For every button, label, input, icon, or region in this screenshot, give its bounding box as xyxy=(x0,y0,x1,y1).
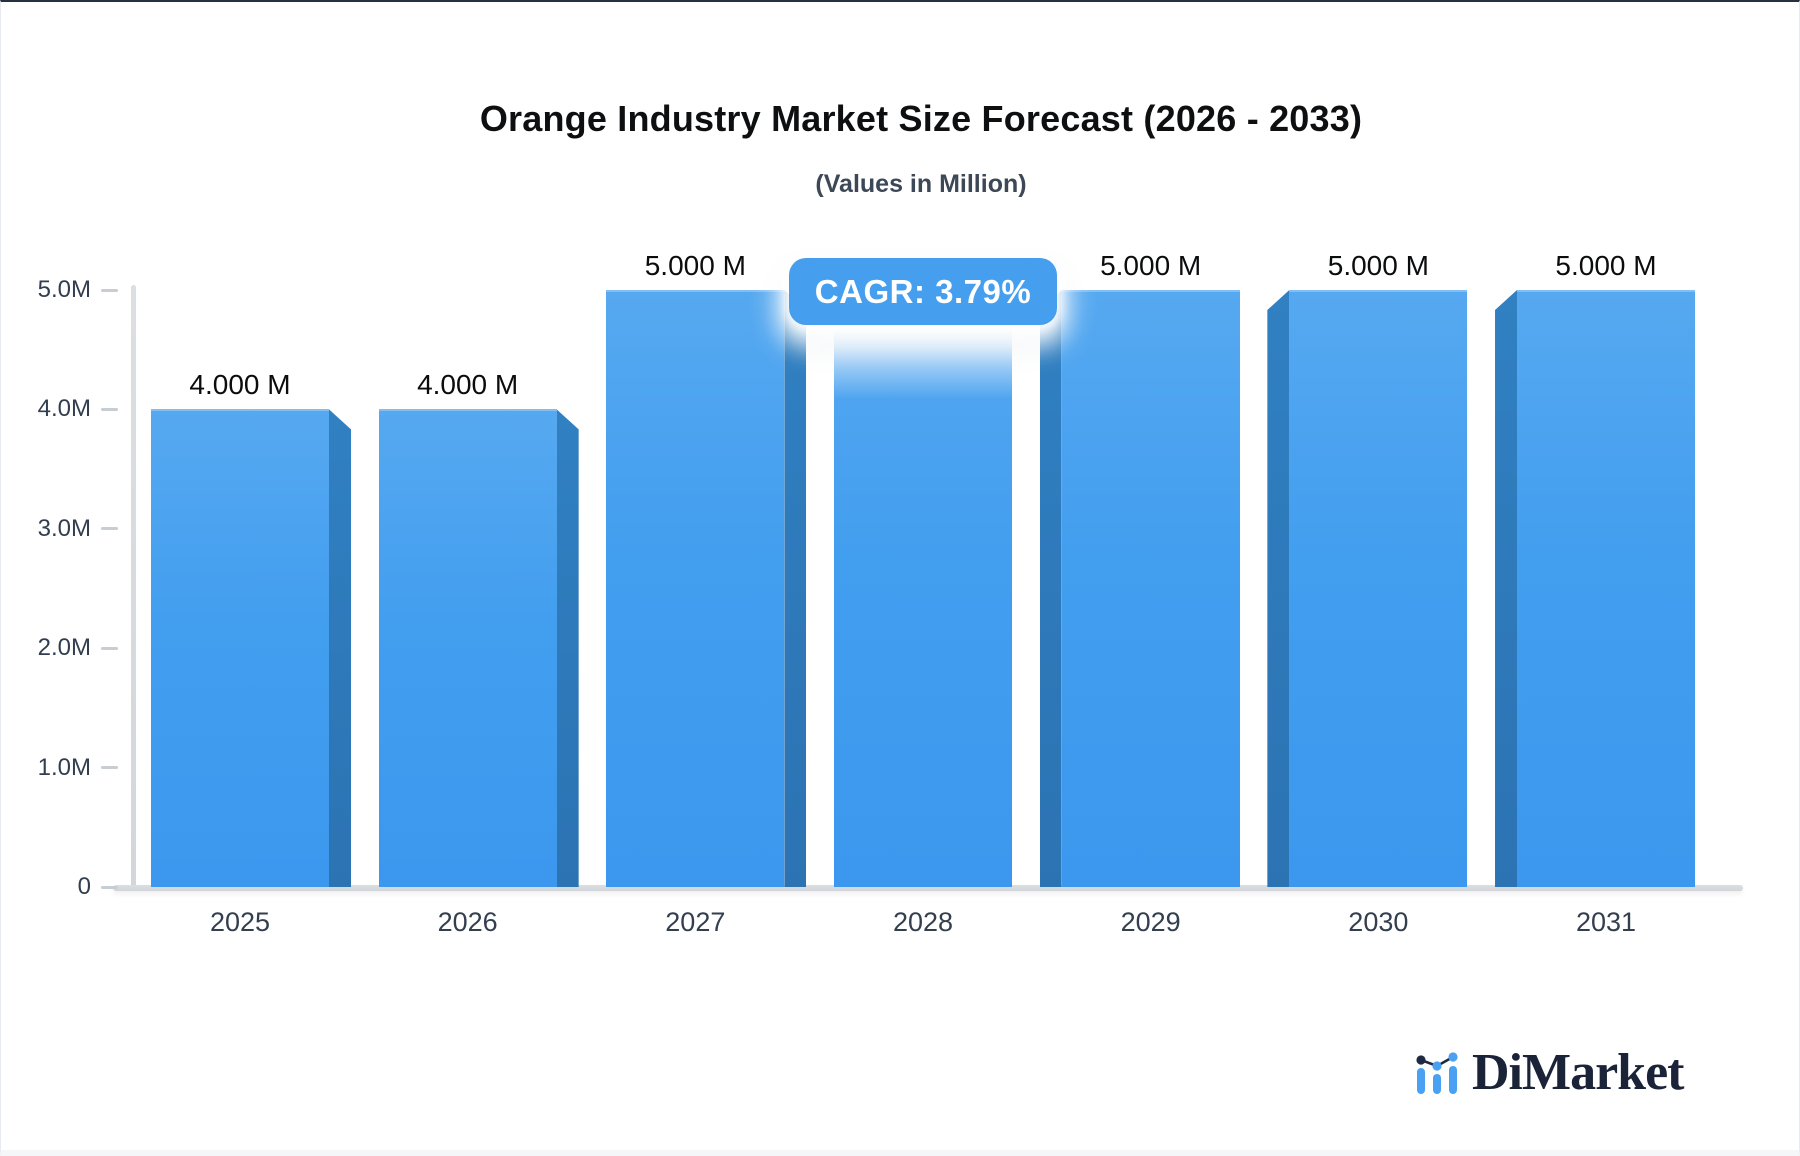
x-tick-label-2026: 2026 xyxy=(437,907,498,937)
bar-2025[interactable] xyxy=(151,409,329,887)
bar-2026-side-face xyxy=(556,409,579,887)
y-tick-label: 4.0M xyxy=(37,395,91,423)
cagr-badge-label: CAGR: 3.79% xyxy=(814,272,1032,310)
bar-value-label-2030: 5.000 M xyxy=(1327,250,1429,281)
cagr-badge: CAGR: 3.79% xyxy=(789,258,1057,325)
y-axis-line xyxy=(131,285,136,890)
y-tick-dash xyxy=(101,766,118,770)
y-tick-label: 3.0M xyxy=(37,514,91,542)
bar-2027-side-face xyxy=(784,290,807,887)
bar-2027[interactable] xyxy=(606,290,785,887)
x-tick-label-2031: 2031 xyxy=(1575,907,1637,937)
bar-value-label-2031: 5.000 M xyxy=(1555,250,1657,281)
bar-2030-side-face xyxy=(1267,290,1290,887)
bar-2029-side-face xyxy=(1039,290,1062,887)
dimarket-wordmark: DiMarket xyxy=(1472,1044,1684,1101)
y-tick-dash xyxy=(101,646,118,650)
y-tick-label: 0 xyxy=(77,873,91,900)
x-axis-line xyxy=(113,885,1743,891)
y-tick-dash xyxy=(101,407,118,411)
x-tick-label-2028: 2028 xyxy=(892,907,954,937)
x-tick-label-2029: 2029 xyxy=(1120,907,1181,937)
bar-2031-side-face xyxy=(1495,290,1518,887)
bar-2030[interactable] xyxy=(1289,290,1468,887)
chart-subtitle: (Values in Million) xyxy=(815,170,1027,198)
bar-value-label-2026: 4.000 M xyxy=(417,369,519,401)
y-tick-dash xyxy=(101,885,118,889)
bar-value-label-2029: 5.000 M xyxy=(1100,250,1202,281)
bar-2031[interactable] xyxy=(1517,290,1696,887)
bar-value-label-2025: 4.000 M xyxy=(189,369,291,401)
y-tick-dash xyxy=(101,527,118,531)
bar-2025-side-face xyxy=(329,409,351,887)
mini-bar-line-chart-icon xyxy=(1416,1052,1458,1094)
x-tick-label-2027: 2027 xyxy=(665,907,726,937)
chart-title: Orange Industry Market Size Forecast (20… xyxy=(479,98,1363,139)
y-tick-dash xyxy=(101,288,118,292)
x-tick-label-2030: 2030 xyxy=(1348,907,1409,937)
bar-2026[interactable] xyxy=(378,409,557,887)
dimarket-logo[interactable]: DiMarket xyxy=(1415,1038,1684,1108)
y-tick-label: 2.0M xyxy=(37,634,91,662)
y-tick-label: 5.0M xyxy=(37,276,91,303)
bar-value-label-2027: 5.000 M xyxy=(644,250,746,281)
y-tick-label: 1.0M xyxy=(37,753,91,781)
x-tick-label-2025: 2025 xyxy=(209,907,271,937)
bar-2029[interactable] xyxy=(1061,290,1240,887)
bar-2028[interactable] xyxy=(834,290,1012,887)
